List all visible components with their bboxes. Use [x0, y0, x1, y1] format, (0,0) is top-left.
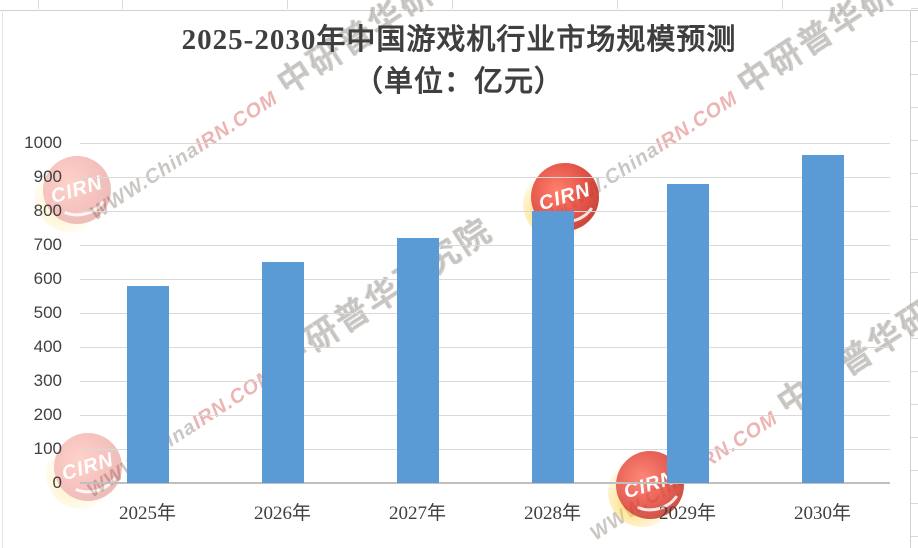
y-gridline — [80, 177, 890, 178]
sheet-cell-border — [287, 0, 288, 9]
sheet-row-border — [911, 536, 918, 537]
chart-object-border-top — [0, 10, 918, 11]
bar-2025年 — [126, 285, 169, 483]
bar-2028年 — [531, 211, 574, 483]
y-axis-tick-label: 300 — [33, 371, 62, 390]
x-axis-tick-label: 2028年 — [523, 503, 581, 524]
y-axis-tick-label: 0 — [52, 473, 62, 492]
sheet-row-border — [911, 371, 918, 372]
sheet-cell-border — [452, 0, 453, 9]
y-gridline — [80, 449, 890, 450]
y-axis-tick-label: 800 — [33, 201, 62, 220]
y-axis-tick-label: 200 — [33, 405, 62, 424]
y-gridline — [80, 313, 890, 314]
sheet-row-border — [911, 404, 918, 405]
sheet-row-border — [911, 107, 918, 108]
x-axis-tick-label: 2027年 — [388, 503, 446, 524]
sheet-row-border — [911, 8, 918, 9]
y-gridline — [80, 279, 890, 280]
chart-object-border-right — [910, 10, 911, 548]
sheet-cell-border — [38, 0, 39, 9]
y-axis-tick-label: 700 — [33, 235, 62, 254]
sheet-row-border — [911, 272, 918, 273]
bar-2027年 — [396, 238, 439, 483]
chart-title: 2025-2030年中国游戏机行业市场规模预测 — [181, 24, 737, 56]
x-axis-tick-label: 2026年 — [253, 503, 311, 524]
sheet-row-border — [911, 173, 918, 174]
cirn-logo-watermark: CIRN — [46, 433, 126, 509]
y-gridline — [80, 415, 890, 416]
sheet-row-border — [911, 41, 918, 42]
sheet-row-border — [911, 437, 918, 438]
sheet-cell-border — [122, 0, 123, 9]
sheet-cell-border — [617, 0, 618, 9]
y-gridline — [80, 143, 890, 144]
chart-subtitle: （单位：亿元） — [353, 66, 564, 98]
y-axis-tick-label: 100 — [33, 439, 62, 458]
sheet-row-border — [911, 74, 918, 75]
y-gridline — [80, 347, 890, 348]
sheet-row-border — [911, 206, 918, 207]
bar-2029年 — [666, 183, 709, 483]
y-axis-tick-label: 600 — [33, 269, 62, 288]
y-axis-tick-label: 400 — [33, 337, 62, 356]
bar-2026年 — [261, 262, 304, 483]
y-gridline — [80, 381, 890, 382]
y-gridline — [80, 245, 890, 246]
y-gridline — [80, 211, 890, 212]
chart-object-border-left — [2, 10, 3, 548]
y-axis-tick-label: 900 — [33, 167, 62, 186]
x-axis-tick-label: 2030年 — [793, 503, 851, 524]
sheet-row-border — [911, 470, 918, 471]
sheet-row-border — [911, 503, 918, 504]
y-axis-tick-label: 500 — [33, 303, 62, 322]
bar-2030年 — [801, 154, 844, 483]
x-axis-tick-label: 2029年 — [658, 503, 716, 524]
sheet-row-border — [911, 305, 918, 306]
x-axis-tick-label: 2025年 — [118, 503, 176, 524]
y-axis-tick-label: 1000 — [24, 133, 62, 152]
sheet-row-border — [911, 338, 918, 339]
sheet-row-border — [911, 239, 918, 240]
sheet-row-border — [911, 140, 918, 141]
x-axis-line — [80, 482, 890, 484]
sheet-cell-border — [782, 0, 783, 9]
